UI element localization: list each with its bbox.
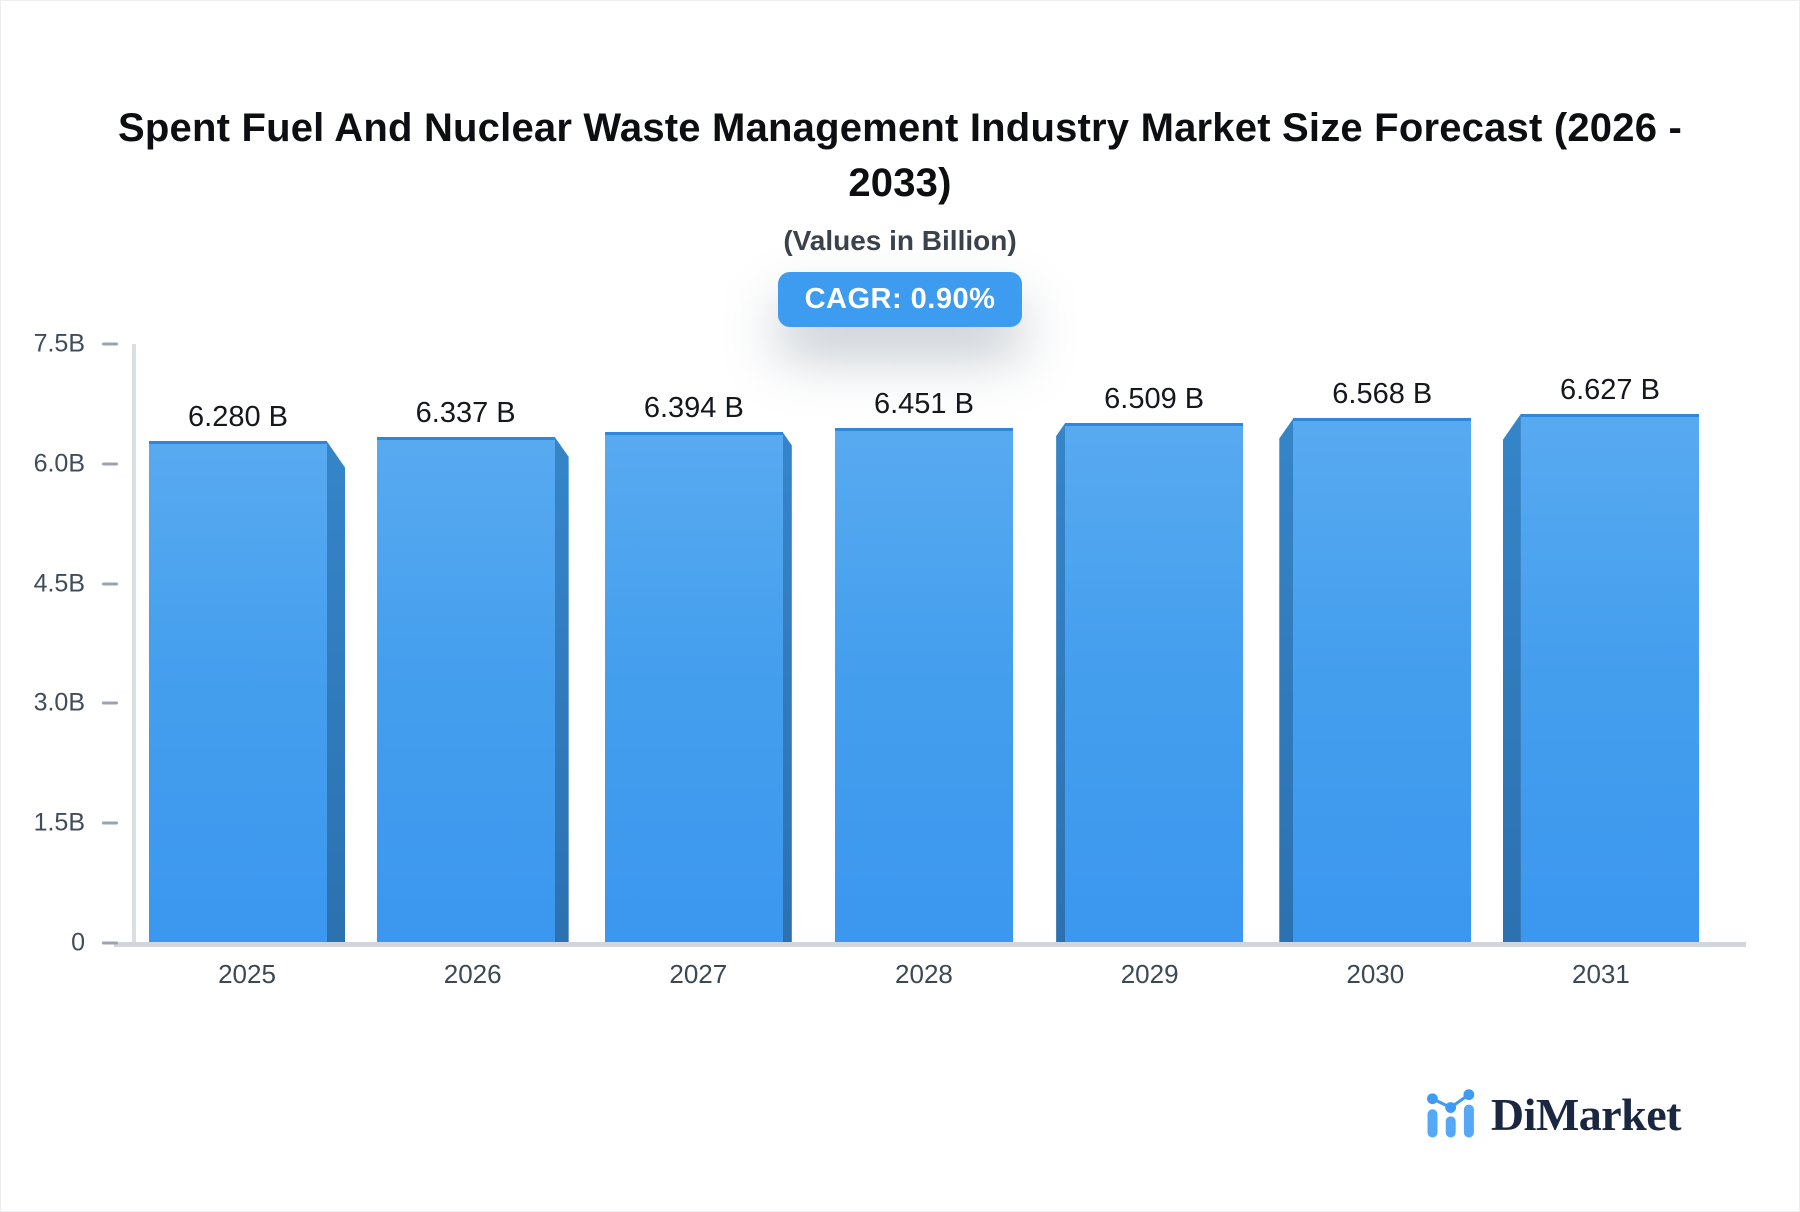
y-axis-tick-label: 6.0B bbox=[33, 449, 85, 478]
bars-row: 6.280 B 2025 6.337 B 2026 6.394 B 2027 6.451 B… bbox=[132, 344, 1746, 989]
bar-side-face bbox=[1056, 423, 1066, 943]
bar-2031[interactable]: 6.627 B bbox=[1502, 374, 1699, 943]
dimarket-logo: DiMarket bbox=[1424, 1087, 1682, 1141]
x-axis-label: 2029 bbox=[1120, 959, 1179, 989]
bar-front-face[interactable]: 6.394 B bbox=[604, 392, 783, 943]
bar-side-face bbox=[1502, 413, 1521, 943]
tick-mark bbox=[102, 462, 118, 466]
bar-slot: 6.509 B 2029 bbox=[1052, 344, 1248, 989]
chart-subtitle: (Values in Billion) bbox=[783, 225, 1017, 256]
bar-slot: 6.451 B 2028 bbox=[826, 344, 1022, 989]
bar-front-face[interactable]: 6.280 B bbox=[149, 401, 327, 943]
chart-header: Spent Fuel And Nuclear Waste Management … bbox=[1, 101, 1799, 327]
bar-2028[interactable]: 6.451 B bbox=[834, 388, 1013, 943]
y-axis-tick: 7.5B bbox=[34, 330, 118, 359]
bar-value-label: 6.280 B bbox=[188, 401, 288, 434]
bar-front-face[interactable]: 6.337 B bbox=[376, 397, 555, 943]
tick-mark bbox=[102, 582, 118, 586]
x-axis-label: 2028 bbox=[895, 959, 953, 989]
bar-value-label: 6.451 B bbox=[873, 387, 974, 420]
bar-value-label: 6.337 B bbox=[415, 396, 516, 429]
plot-area: 6.280 B 2025 6.337 B 2026 6.394 B 2027 6.451 B… bbox=[34, 330, 1746, 989]
title-line-1: Spent Fuel And Nuclear Waste Management … bbox=[118, 106, 1682, 150]
y-axis-line bbox=[132, 344, 136, 945]
bar-value-label: 6.509 B bbox=[1104, 383, 1205, 416]
x-axis-label: 2027 bbox=[669, 959, 728, 989]
bar-value-label: 6.568 B bbox=[1332, 378, 1433, 411]
tick-mark bbox=[102, 821, 118, 825]
tick-mark bbox=[102, 701, 118, 705]
bar-2027[interactable]: 6.394 B bbox=[604, 392, 792, 943]
bar-slot: 6.337 B 2026 bbox=[375, 344, 571, 989]
bar-slot: 6.280 B 2025 bbox=[149, 344, 345, 989]
bar-value-label: 6.394 B bbox=[643, 392, 744, 425]
y-axis-tick-label: 1.5B bbox=[33, 808, 85, 837]
bar-side-face bbox=[554, 436, 569, 943]
tick-mark bbox=[102, 342, 118, 346]
y-axis-tick: 4.5B bbox=[34, 569, 118, 598]
bar-front-face[interactable]: 6.451 B bbox=[834, 388, 1013, 943]
x-axis-baseline bbox=[114, 942, 1746, 947]
y-axis-tick: 1.5B bbox=[34, 809, 118, 838]
bar-slot: 6.627 B 2031 bbox=[1502, 344, 1699, 989]
x-axis-label: 2031 bbox=[1572, 959, 1630, 989]
y-axis-tick-label: 0 bbox=[71, 928, 85, 957]
y-axis-tick: 0 bbox=[71, 929, 118, 958]
y-axis-tick: 3.0B bbox=[34, 689, 118, 718]
bar-2026[interactable]: 6.337 B bbox=[376, 397, 569, 943]
tick-mark bbox=[102, 941, 118, 945]
x-axis-label: 2030 bbox=[1346, 959, 1405, 989]
bar-front-face[interactable]: 6.627 B bbox=[1520, 374, 1699, 943]
bar-2030[interactable]: 6.568 B bbox=[1279, 378, 1472, 943]
bar-side-face bbox=[782, 432, 792, 943]
bar-side-face bbox=[1279, 418, 1294, 943]
y-axis-tick: 6.0B bbox=[34, 449, 118, 478]
y-axis-tick-label: 3.0B bbox=[33, 688, 85, 717]
bar-2029[interactable]: 6.509 B bbox=[1056, 383, 1244, 943]
page-title: Spent Fuel And Nuclear Waste Management … bbox=[1, 101, 1799, 211]
x-axis-label: 2026 bbox=[443, 959, 502, 989]
y-axis-tick-label: 4.5B bbox=[33, 569, 85, 598]
title-line-2: 2033) bbox=[848, 161, 952, 205]
bar-value-label: 6.627 B bbox=[1559, 373, 1660, 406]
bar-slot: 6.568 B 2030 bbox=[1277, 344, 1473, 989]
x-axis-label: 2025 bbox=[218, 959, 276, 989]
logo-text: DiMarket bbox=[1490, 1088, 1682, 1140]
cagr-badge: CAGR: 0.90% bbox=[777, 272, 1023, 327]
bar-slot: 6.394 B 2027 bbox=[600, 344, 796, 989]
bar-2025[interactable]: 6.280 B bbox=[149, 401, 345, 943]
bar-front-face[interactable]: 6.568 B bbox=[1293, 378, 1472, 943]
y-axis-tick-label: 7.5B bbox=[33, 329, 85, 358]
bar-side-face bbox=[327, 441, 345, 943]
bar-line-chart-icon bbox=[1426, 1089, 1475, 1138]
bar-front-face[interactable]: 6.509 B bbox=[1065, 383, 1244, 943]
